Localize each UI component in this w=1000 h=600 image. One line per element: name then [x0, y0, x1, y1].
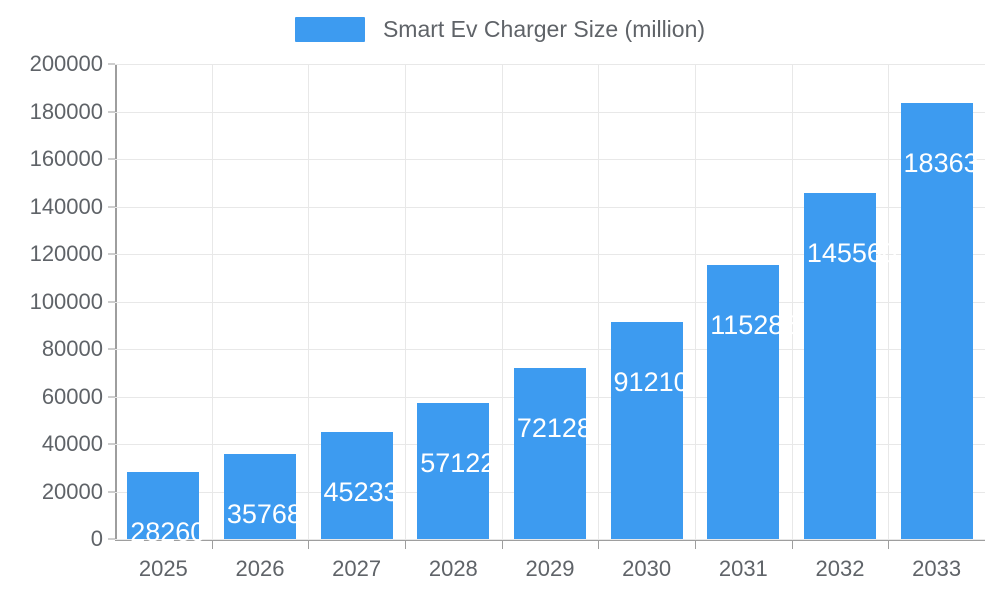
y-axis-tick-label: 40000: [41, 431, 103, 456]
y-axis-tick-label: 200000: [29, 51, 103, 76]
x-axis-tick-mark: [502, 540, 503, 549]
bar[interactable]: [417, 403, 490, 539]
y-axis-tick-label: 80000: [41, 336, 103, 361]
gridline-vertical: [598, 64, 599, 539]
x-axis-tick-label: 2030: [622, 556, 672, 581]
bar[interactable]: [707, 265, 780, 539]
y-axis-tick-mark: [108, 443, 115, 445]
legend-color-swatch: [294, 16, 365, 42]
y-axis-tick-mark: [108, 538, 115, 540]
gridline-horizontal: [115, 349, 985, 350]
y-axis-tick-label: 120000: [29, 241, 103, 266]
x-axis-tick-mark: [695, 540, 696, 549]
y-axis-tick-mark: [108, 491, 115, 492]
y-axis-tick-mark: [108, 158, 115, 160]
bar[interactable]: [320, 431, 393, 539]
gridline-vertical: [792, 64, 793, 539]
y-axis-tick-label: 180000: [29, 98, 103, 124]
gridline-horizontal: [115, 159, 985, 160]
x-axis-tick-label: 2033: [912, 556, 962, 581]
y-axis-tick-label: 100000: [29, 288, 103, 314]
gridline-horizontal: [115, 111, 985, 113]
x-axis-tick-label: 2028: [428, 556, 478, 581]
gridline-vertical: [405, 64, 406, 539]
x-axis-tick-mark: [888, 540, 889, 549]
gridline-horizontal: [115, 254, 985, 255]
x-axis-tick-label: 2027: [332, 556, 382, 581]
y-axis-tick-label: 140000: [29, 193, 103, 219]
gridline-horizontal: [115, 539, 985, 540]
y-axis-tick-mark: [108, 348, 115, 350]
x-axis-tick-label: 2029: [525, 556, 575, 581]
y-axis-tick-mark: [108, 63, 115, 65]
x-axis-tick-label: 2031: [718, 556, 768, 581]
gridline-horizontal: [115, 206, 985, 208]
y-axis-tick-mark: [108, 206, 115, 207]
y-axis-tick-label: 20000: [41, 478, 103, 504]
x-axis-tick-label: 2032: [815, 556, 865, 581]
bar[interactable]: [610, 322, 683, 539]
gridline-horizontal: [115, 64, 985, 65]
gridline-vertical: [212, 64, 213, 539]
bar[interactable]: [223, 454, 296, 539]
y-axis-tick-mark: [108, 301, 115, 302]
y-axis-tick-mark: [108, 396, 115, 397]
legend-label: Smart Ev Charger Size (million): [382, 15, 706, 42]
y-axis-tick-label: 160000: [29, 146, 103, 171]
x-axis-tick-mark: [792, 540, 793, 549]
plot-area: 28260 35768 45233 57122 72128 91210 115286 1455…: [115, 64, 994, 545]
x-axis-tick-mark: [598, 540, 599, 549]
bar[interactable]: [127, 471, 200, 539]
x-axis-line: [115, 539, 985, 541]
y-axis-tick-mark: [108, 253, 115, 255]
y-axis-tick-mark: [108, 111, 115, 112]
x-axis-tick-label: 2026: [235, 556, 285, 581]
gridline-vertical: [888, 64, 889, 539]
x-axis-tick-mark: [308, 540, 309, 549]
x-axis-tick-label: 2025: [138, 556, 188, 581]
chart-legend: Smart Ev Charger Size (million): [0, 12, 1000, 46]
y-axis-tick-label: 60000: [41, 383, 103, 409]
bar[interactable]: [803, 193, 876, 539]
bar[interactable]: [900, 102, 973, 539]
gridline-vertical: [308, 64, 309, 539]
gridline-horizontal: [115, 301, 985, 303]
x-axis-tick-mark: [405, 540, 406, 549]
x-axis-tick-mark: [212, 540, 213, 549]
gridline-vertical: [695, 64, 696, 539]
y-axis-tick-label: 0: [90, 526, 103, 551]
bar[interactable]: [513, 367, 586, 539]
gridline-vertical: [502, 64, 503, 539]
